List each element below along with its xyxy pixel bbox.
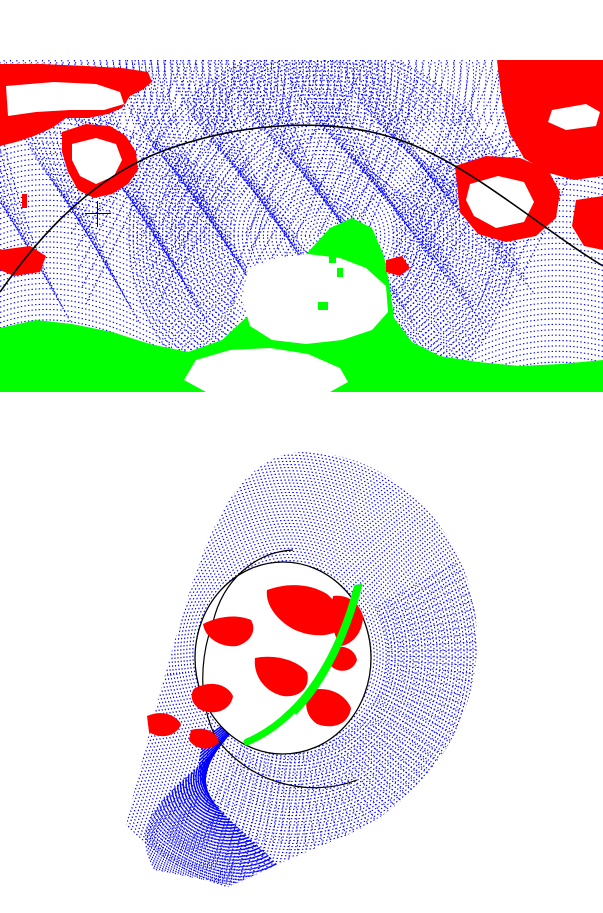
polar-cap-outline: [194, 561, 372, 755]
region-green-polar: [243, 584, 361, 746]
region-red-polar: [147, 585, 363, 749]
crosshair-marker: [85, 201, 111, 227]
isoline-black: [0, 124, 603, 293]
polar-projection-panel[interactable]: [95, 440, 515, 900]
region-green: [0, 218, 603, 392]
bottom-panel-svg: [95, 440, 515, 900]
cylindrical-projection-panel[interactable]: [0, 60, 603, 395]
top-panel-svg: [0, 60, 603, 395]
crosshair-horizontal: [85, 213, 111, 214]
region-green-polar-thin: [293, 583, 363, 716]
crosshair-vertical: [97, 201, 98, 227]
region-red: [0, 60, 603, 276]
meridian-black-upper: [212, 549, 294, 623]
